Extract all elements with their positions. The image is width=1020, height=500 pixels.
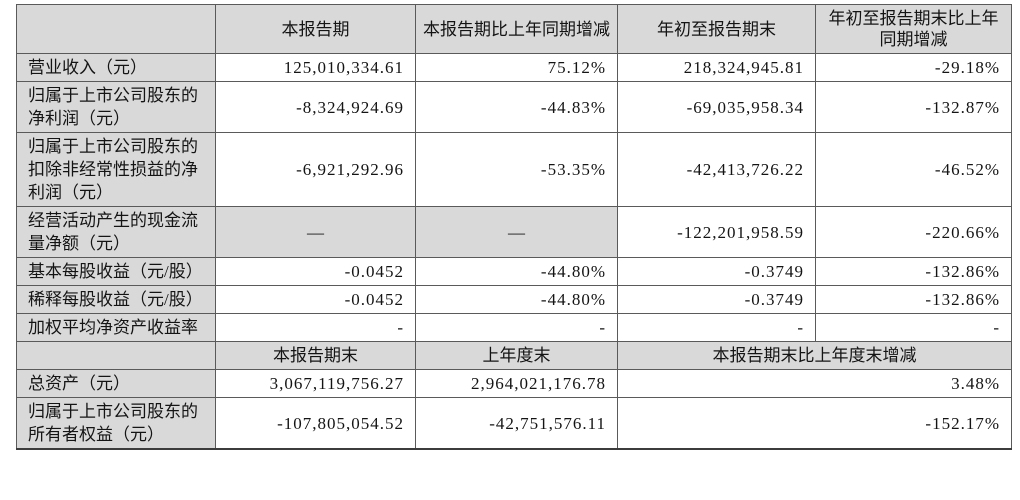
table-row: 基本每股收益（元/股） -0.0452 -44.80% -0.3749 -132.86% (16, 257, 1012, 286)
column-header: 本报告期 (215, 4, 416, 54)
value-cell: -122,201,958.59 (617, 206, 816, 258)
report-page: 本报告期 本报告期比上年同期增减 年初至报告期末 年初至报告期末比上年同期增减 营业收入… (16, 4, 1012, 450)
value-cell: 125,010,334.61 (215, 53, 416, 82)
value-cell: -132.87% (815, 81, 1012, 133)
value-cell: -44.83% (415, 81, 618, 133)
value-cell: — (215, 206, 416, 258)
value-cell: -152.17% (617, 397, 1012, 450)
value-cell: -132.86% (815, 285, 1012, 314)
value-cell: -0.3749 (617, 285, 816, 314)
row-label: 归属于上市公司股东的扣除非经常性损益的净利润（元） (16, 132, 216, 207)
table-row: 营业收入（元） 125,010,334.61 75.12% 218,324,945.8… (16, 53, 1012, 82)
value-cell: -220.66% (815, 206, 1012, 258)
value-cell: -42,751,576.11 (415, 397, 618, 450)
value-cell: -42,413,726.22 (617, 132, 816, 207)
value-cell: -6,921,292.96 (215, 132, 416, 207)
value-cell: -132.86% (815, 257, 1012, 286)
value-cell: - (215, 313, 416, 342)
corner-cell (16, 4, 216, 54)
value-cell: -0.0452 (215, 285, 416, 314)
value-cell: -69,035,958.34 (617, 81, 816, 133)
row-label: 基本每股收益（元/股） (16, 257, 216, 286)
column-header: 本报告期末 (215, 341, 416, 370)
column-header: 本报告期比上年同期增减 (415, 4, 618, 54)
value-cell: -8,324,924.69 (215, 81, 416, 133)
row-label: 稀释每股收益（元/股） (16, 285, 216, 314)
column-header: 上年度末 (415, 341, 618, 370)
value-cell: 75.12% (415, 53, 618, 82)
value-cell: 218,324,945.81 (617, 53, 816, 82)
header-row-period-end: 本报告期末 上年度末 本报告期末比上年度末增减 (16, 341, 1012, 370)
value-cell: - (617, 313, 816, 342)
table-row: 稀释每股收益（元/股） -0.0452 -44.80% -0.3749 -132.86% (16, 285, 1012, 314)
column-header: 本报告期末比上年度末增减 (617, 341, 1012, 370)
value-cell: -46.52% (815, 132, 1012, 207)
value-cell: -0.3749 (617, 257, 816, 286)
row-label: 经营活动产生的现金流量净额（元） (16, 206, 216, 258)
value-cell: -29.18% (815, 53, 1012, 82)
value-cell: - (815, 313, 1012, 342)
value-cell: 2,964,021,176.78 (415, 369, 618, 398)
table-row: 归属于上市公司股东的扣除非经常性损益的净利润（元） -6,921,292.96 -5… (16, 132, 1012, 207)
value-cell: - (415, 313, 618, 342)
row-label: 加权平均净资产收益率 (16, 313, 216, 342)
financial-summary-body: 本报告期 本报告期比上年同期增减 年初至报告期末 年初至报告期末比上年同期增减 营业收入… (16, 4, 1012, 450)
table-row: 经营活动产生的现金流量净额（元） — — -122,201,958.59 -220.66… (16, 206, 1012, 258)
value-cell: — (415, 206, 618, 258)
row-label: 归属于上市公司股东的净利润（元） (16, 81, 216, 133)
value-cell: -44.80% (415, 285, 618, 314)
value-cell: -44.80% (415, 257, 618, 286)
table-row: 归属于上市公司股东的所有者权益（元） -107,805,054.52 -42,751… (16, 397, 1012, 450)
financial-summary-table: 本报告期 本报告期比上年同期增减 年初至报告期末 年初至报告期末比上年同期增减 营业收入… (16, 4, 1012, 450)
row-label: 营业收入（元） (16, 53, 216, 82)
table-row: 归属于上市公司股东的净利润（元） -8,324,924.69 -44.83% -69,… (16, 81, 1012, 133)
table-row: 加权平均净资产收益率 - - - - (16, 313, 1012, 342)
value-cell: -0.0452 (215, 257, 416, 286)
row-label: 总资产（元） (16, 369, 216, 398)
corner-cell (16, 341, 216, 370)
value-cell: -53.35% (415, 132, 618, 207)
row-label: 归属于上市公司股东的所有者权益（元） (16, 397, 216, 450)
value-cell: 3,067,119,756.27 (215, 369, 416, 398)
column-header: 年初至报告期末 (617, 4, 816, 54)
value-cell: 3.48% (617, 369, 1012, 398)
value-cell: -107,805,054.52 (215, 397, 416, 450)
header-row-period: 本报告期 本报告期比上年同期增减 年初至报告期末 年初至报告期末比上年同期增减 (16, 4, 1012, 54)
column-header: 年初至报告期末比上年同期增减 (815, 4, 1012, 54)
table-row: 总资产（元） 3,067,119,756.27 2,964,021,176.78 3.… (16, 369, 1012, 398)
